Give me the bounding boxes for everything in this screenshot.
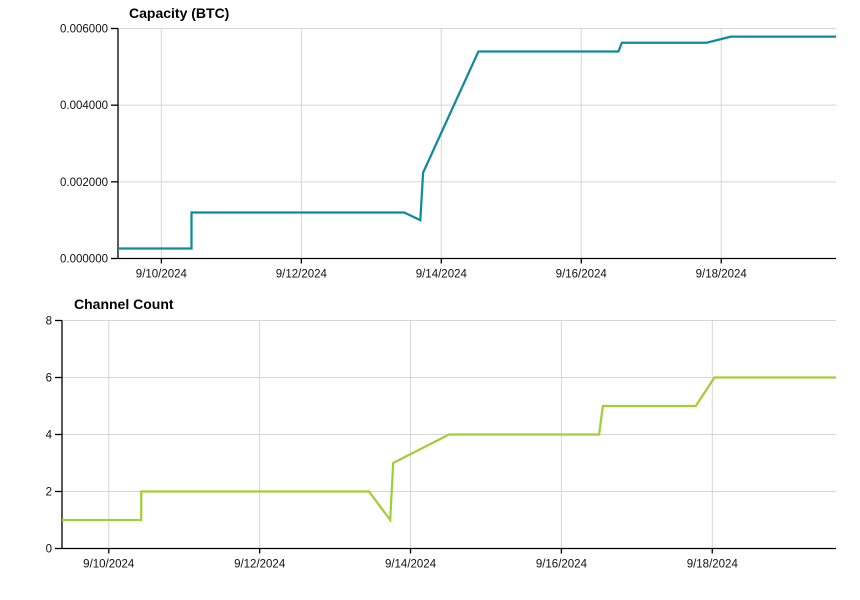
x-tick-label: 9/12/2024 bbox=[234, 559, 286, 571]
x-tick-label: 9/16/2024 bbox=[556, 269, 608, 281]
y-tick-label: 0.002000 bbox=[60, 177, 108, 189]
x-tick-label: 9/18/2024 bbox=[687, 559, 739, 571]
y-tick-label: 0.006000 bbox=[60, 24, 108, 36]
y-tick-label: 0.004000 bbox=[60, 100, 108, 112]
x-tick-label: 9/10/2024 bbox=[136, 269, 188, 281]
x-tick-label: 9/16/2024 bbox=[536, 559, 588, 571]
y-tick-label: 0 bbox=[46, 544, 52, 556]
channel-count-series-line bbox=[62, 376, 836, 524]
y-tick-label: 0.000000 bbox=[60, 254, 108, 266]
y-tick-label: 2 bbox=[46, 487, 52, 499]
y-tick-label: 4 bbox=[46, 430, 53, 442]
x-tick-label: 9/14/2024 bbox=[416, 269, 468, 281]
y-tick-label: 6 bbox=[46, 373, 52, 385]
capacity-series-line bbox=[118, 35, 836, 250]
channel-count-chart-title: Channel Count bbox=[74, 296, 174, 312]
x-tick-label: 9/18/2024 bbox=[696, 269, 748, 281]
y-tick-label: 8 bbox=[46, 316, 52, 328]
x-tick-label: 9/12/2024 bbox=[276, 269, 328, 281]
capacity-chart: 0.000000 0.002000 0.004000 0.006000 9/10/202… bbox=[60, 24, 836, 281]
channel-count-chart: 0 2 4 6 8 9/10/2024 9/12/2024 9/14/2024 9/16/202… bbox=[46, 316, 836, 571]
x-tick-label: 9/14/2024 bbox=[385, 559, 437, 571]
x-tick-label: 9/10/2024 bbox=[83, 559, 135, 571]
capacity-chart-title: Capacity (BTC) bbox=[129, 5, 230, 21]
